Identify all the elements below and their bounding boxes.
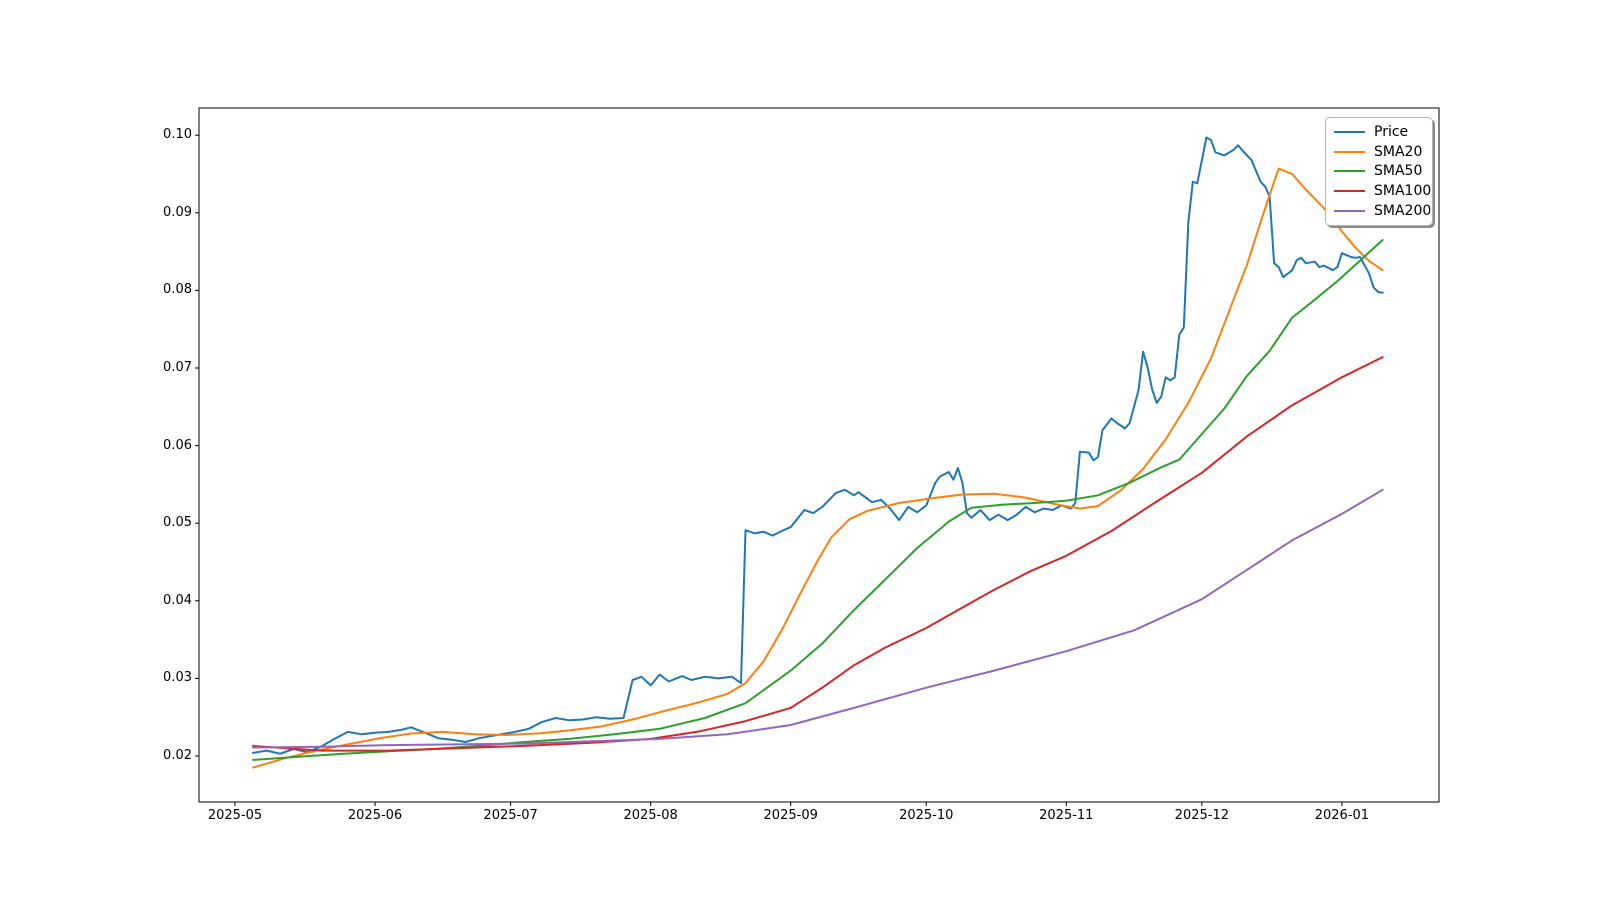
x-tick-label: 2025-09 [763,808,818,823]
y-tick-label: 0.10 [163,127,192,143]
legend-entry-sma100: SMA100 [1334,181,1432,201]
legend-line-sample-price [1334,130,1365,133]
y-tick-label: 0.06 [163,437,192,453]
legend-line-sample-sma200 [1334,210,1365,213]
legend-label: SMA200 [1374,203,1432,220]
y-tick-label: 0.07 [163,360,192,375]
price-line [252,136,1384,755]
x-tick-label: 2025-05 [207,808,263,823]
legend-entry-sma200: SMA200 [1334,201,1432,221]
legend: Price SMA20 SMA50 SMA100 SMA200 [1325,117,1433,226]
x-tick-label: 2025-06 [347,808,403,823]
legend-label: SMA50 [1374,163,1423,180]
x-tick-label: 2026-01 [1314,808,1370,823]
x-tick-label: 2025-11 [1039,808,1094,823]
x-tick-label: 2025-10 [899,808,954,823]
y-tick-label: 0.05 [163,515,192,531]
legend-line-sample-sma100 [1334,190,1365,193]
legend-line-sample-sma50 [1334,170,1365,173]
y-tick-label: 0.09 [163,204,192,220]
legend-label: SMA20 [1374,143,1423,160]
y-tick-label: 0.02 [163,748,192,763]
x-tick-label: 2025-08 [623,808,678,823]
y-tick-label: 0.03 [163,670,192,686]
y-tick-label: 0.04 [163,592,192,608]
legend-entry-sma50: SMA50 [1334,162,1432,182]
legend-entry-price: Price [1334,122,1432,142]
legend-label: Price [1374,123,1409,140]
sma200-line [252,488,1384,749]
sma20-line [252,167,1384,769]
sma50-line [252,239,1384,761]
x-tick-label: 2025-07 [483,808,538,823]
legend-entry-sma20: SMA20 [1334,142,1432,162]
legend-line-sample-sma20 [1334,150,1365,153]
x-tick-label: 2025-12 [1174,808,1230,823]
sma100-line [252,356,1384,752]
axes-box [198,107,1440,803]
y-tick-label: 0.08 [163,282,192,298]
legend-label: SMA100 [1374,183,1432,200]
